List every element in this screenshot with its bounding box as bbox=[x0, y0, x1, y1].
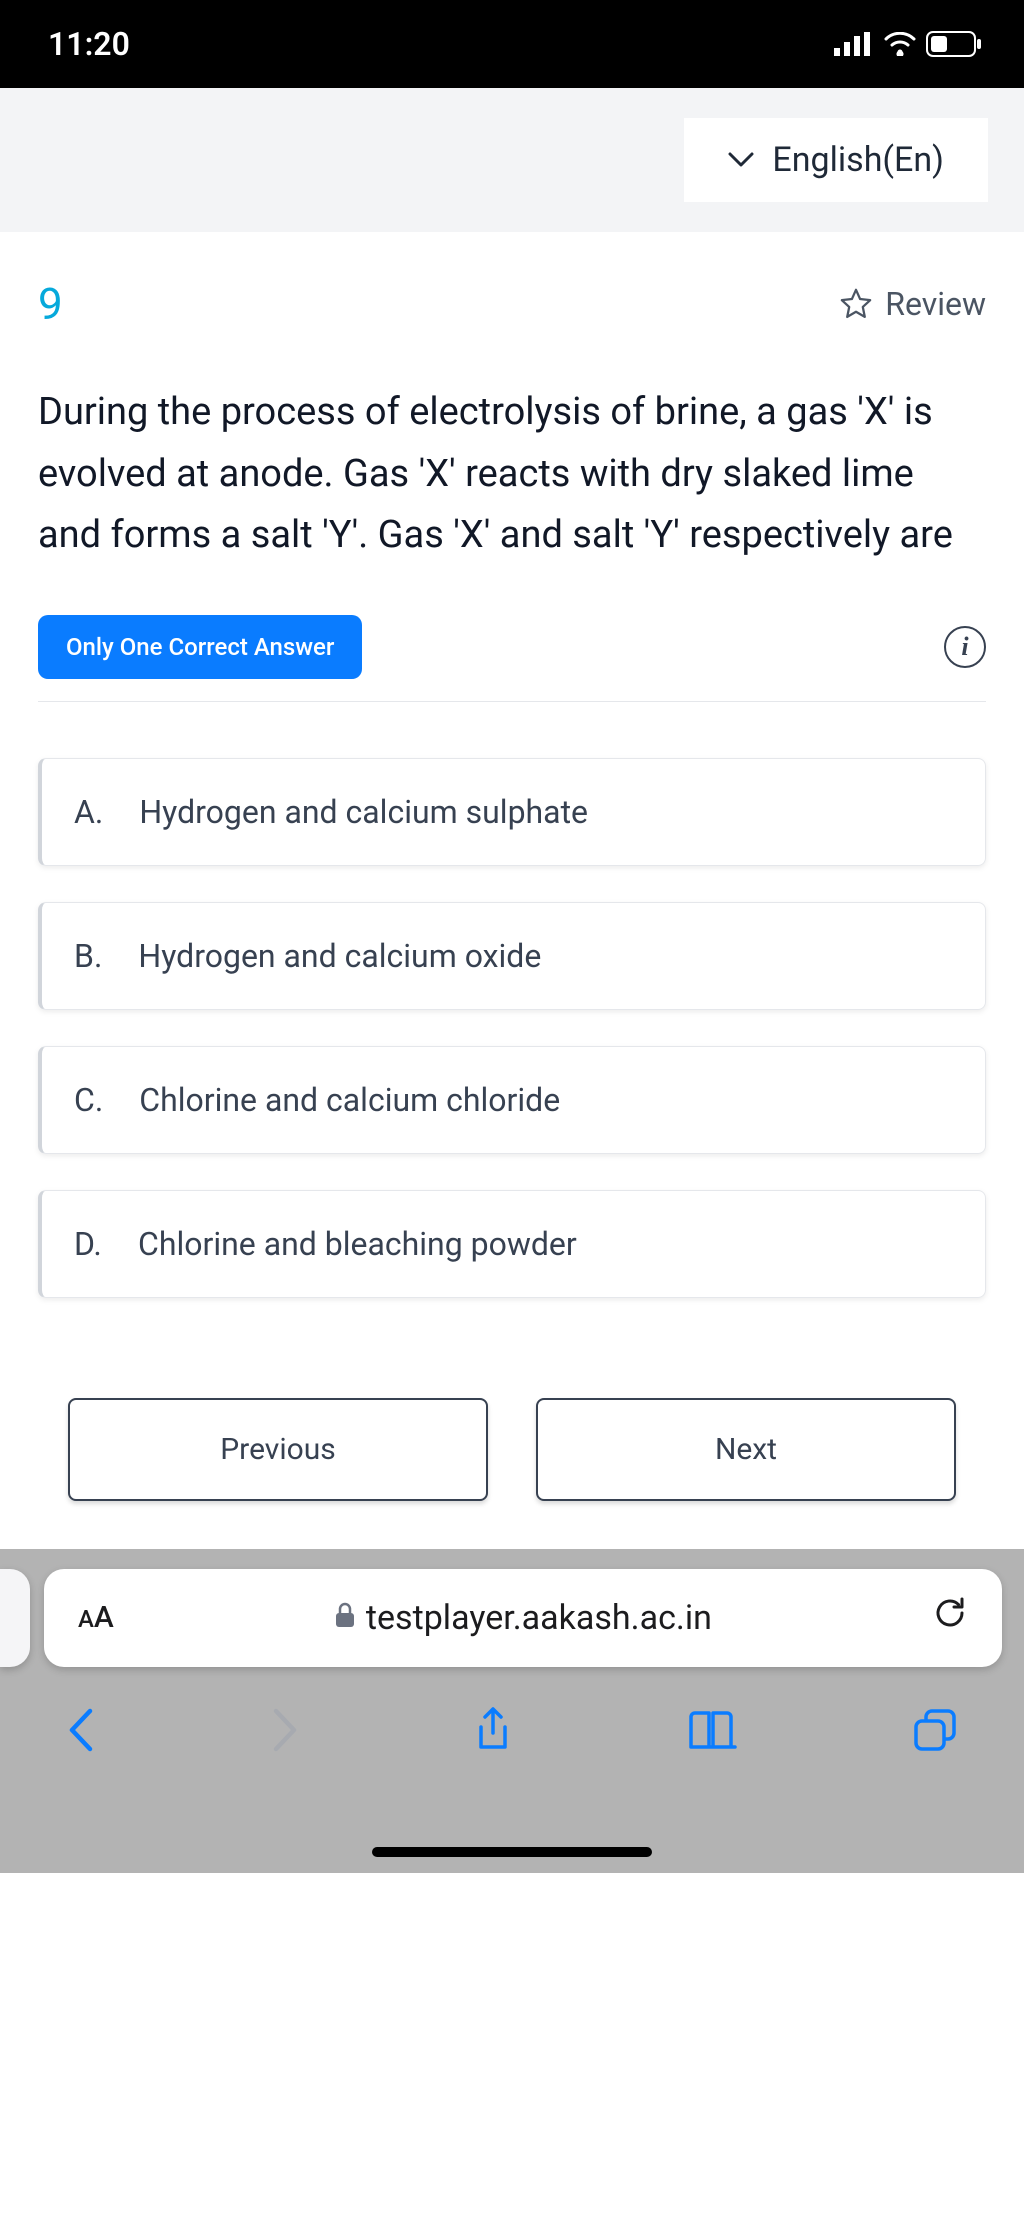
previous-button[interactable]: Previous bbox=[68, 1398, 488, 1501]
review-label: Review bbox=[885, 285, 986, 323]
signal-icon bbox=[834, 32, 874, 56]
option-letter: B. bbox=[74, 937, 102, 975]
nav-buttons: Previous Next bbox=[38, 1398, 986, 1549]
forward-icon bbox=[270, 1707, 300, 1753]
language-selector[interactable]: English(En) bbox=[684, 118, 988, 202]
next-button[interactable]: Next bbox=[536, 1398, 956, 1501]
language-label: English(En) bbox=[772, 140, 944, 180]
status-time: 11:20 bbox=[48, 25, 130, 63]
lock-icon bbox=[334, 1602, 356, 1634]
share-icon[interactable] bbox=[473, 1705, 513, 1755]
option-a[interactable]: A. Hydrogen and calcium sulphate bbox=[38, 758, 986, 866]
url-text: testplayer.aakash.ac.in bbox=[366, 1598, 712, 1638]
wifi-icon bbox=[884, 32, 916, 56]
chevron-down-icon bbox=[728, 145, 754, 175]
answer-type-badge: Only One Correct Answer bbox=[38, 615, 362, 679]
text-size-button[interactable]: AA bbox=[78, 1600, 114, 1635]
question-text: During the process of electrolysis of br… bbox=[38, 382, 986, 567]
badge-row: Only One Correct Answer i bbox=[38, 615, 986, 679]
option-text: Hydrogen and calcium oxide bbox=[138, 937, 541, 975]
address-bar[interactable]: AA testplayer.aakash.ac.in bbox=[44, 1569, 1002, 1667]
tabs-icon[interactable] bbox=[912, 1707, 958, 1753]
option-c[interactable]: C. Chlorine and calcium chloride bbox=[38, 1046, 986, 1154]
browser-chrome: AA testplayer.aakash.ac.in bbox=[0, 1549, 1024, 1873]
review-button[interactable]: Review bbox=[839, 285, 986, 323]
question-header: 9 Review bbox=[38, 278, 986, 330]
info-icon[interactable]: i bbox=[944, 626, 986, 668]
option-letter: C. bbox=[74, 1081, 103, 1119]
question-content: 9 Review During the process of electroly… bbox=[0, 232, 1024, 1549]
option-letter: A. bbox=[74, 793, 103, 831]
option-d[interactable]: D. Chlorine and bleaching powder bbox=[38, 1190, 986, 1298]
status-bar: 11:20 bbox=[0, 0, 1024, 88]
back-icon[interactable] bbox=[66, 1707, 96, 1753]
option-text: Chlorine and calcium chloride bbox=[139, 1081, 560, 1119]
home-indicator[interactable] bbox=[372, 1847, 652, 1857]
status-indicators bbox=[834, 31, 982, 57]
option-text: Hydrogen and calcium sulphate bbox=[139, 793, 588, 831]
divider bbox=[38, 701, 986, 702]
url-display: testplayer.aakash.ac.in bbox=[334, 1598, 712, 1638]
bookmarks-icon[interactable] bbox=[687, 1709, 739, 1751]
header-bar: English(En) bbox=[0, 88, 1024, 232]
option-text: Chlorine and bleaching powder bbox=[138, 1225, 577, 1263]
browser-toolbar bbox=[22, 1667, 1002, 1755]
battery-icon bbox=[926, 31, 982, 57]
question-number: 9 bbox=[38, 278, 63, 330]
option-letter: D. bbox=[74, 1225, 102, 1263]
option-b[interactable]: B. Hydrogen and calcium oxide bbox=[38, 902, 986, 1010]
tab-stub[interactable] bbox=[0, 1569, 30, 1667]
reload-icon[interactable] bbox=[932, 1593, 968, 1643]
options-list: A. Hydrogen and calcium sulphate B. Hydr… bbox=[38, 758, 986, 1298]
star-icon bbox=[839, 287, 873, 321]
